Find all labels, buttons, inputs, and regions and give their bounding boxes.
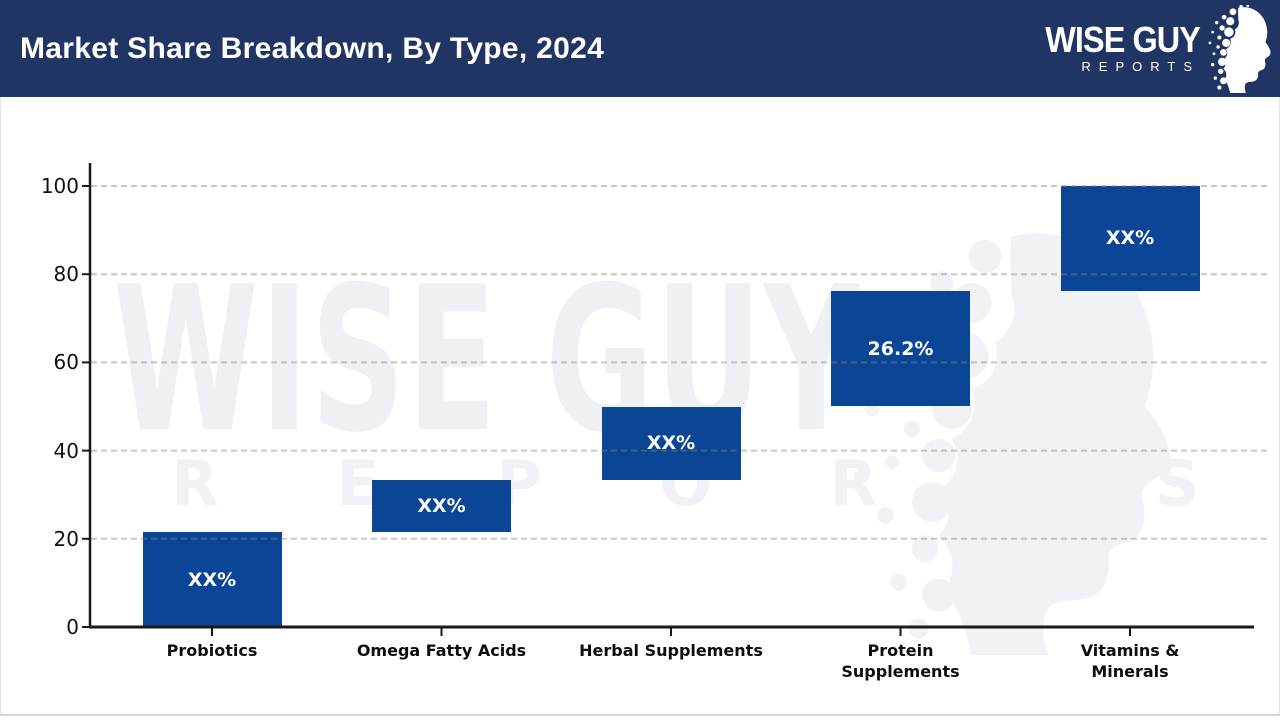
dotted-head-icon	[1208, 4, 1271, 93]
wise-guy-reports-logo: WISE GUY REPORTS	[1028, 4, 1280, 93]
header-bar: Market Share Breakdown, By Type, 2024 WI…	[0, 0, 1280, 97]
logo-sub-label: REPORTS	[1081, 58, 1200, 74]
y-axis-tick-label: 40	[53, 438, 79, 463]
watermark-logo-text: WISE GUY	[113, 244, 861, 477]
page-title: Market Share Breakdown, By Type, 2024	[20, 31, 605, 65]
x-axis-category-label: Probiotics	[166, 641, 258, 660]
x-axis-category-label: Omega Fatty Acids	[356, 641, 527, 660]
waterfall-bar-probiotics: XX%	[142, 532, 282, 627]
x-axis-category-label: Protein Supplements	[841, 641, 960, 681]
waterfall-bar-herbal-supplements: XX%	[601, 406, 741, 480]
y-axis-tick-label: 80	[53, 262, 79, 287]
bar-value-label: XX%	[187, 568, 237, 591]
waterfall-bar-protein-supplements: 26.2%	[831, 290, 970, 407]
y-axis-tick-label: 60	[53, 350, 79, 375]
x-axis-category-label: Herbal Supplements	[579, 641, 763, 660]
y-axis-tick-label: 20	[53, 526, 79, 551]
waterfall-bar-vitamins-minerals: XX%	[1060, 186, 1200, 291]
y-axis-tick-label: 0	[66, 615, 79, 639]
logo-name-label: WISE GUY	[1045, 18, 1201, 60]
y-axis-tick-label: 100	[40, 174, 79, 198]
bar-value-label: XX%	[646, 432, 696, 455]
bar-value-label: 26.2%	[867, 337, 934, 360]
bar-value-label: XX%	[1105, 227, 1155, 250]
bar-value-label: XX%	[417, 494, 466, 517]
waterfall-bar-omega-fatty-acids: XX%	[372, 479, 511, 533]
x-axis-category-label: Vitamins & Minerals	[1080, 641, 1180, 681]
logo-text: WISE GUY REPORTS	[1028, 18, 1201, 75]
chart-canvas: WISE GUY R E P O R T S XX% XX% XX% 26.2% XX%…	[0, 97, 1280, 716]
